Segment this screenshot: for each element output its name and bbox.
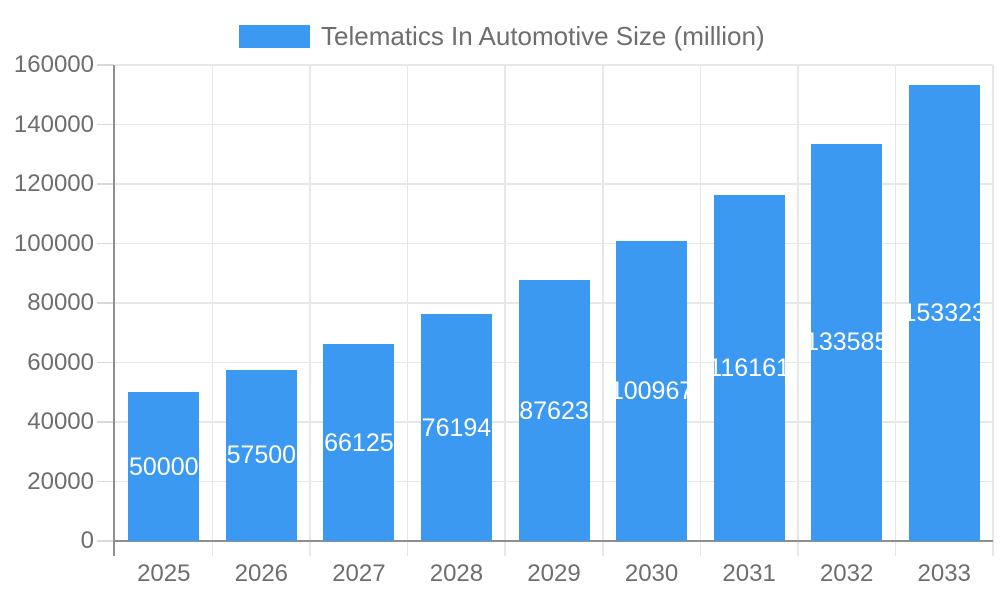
x-axis-label: 2033	[917, 560, 971, 587]
bar-value-label: 100967	[609, 376, 694, 405]
y-axis-label: 160000	[13, 51, 94, 78]
y-axis-tick	[97, 480, 114, 483]
legend[interactable]: Telematics In Automotive Size (million)	[239, 21, 765, 52]
bar[interactable]	[811, 143, 883, 541]
bar-value-label: 116161	[708, 354, 790, 383]
bar[interactable]	[908, 84, 980, 541]
y-axis-label: 60000	[27, 348, 94, 376]
bar[interactable]	[128, 392, 200, 541]
gridline-v	[894, 65, 897, 556]
x-axis-line	[113, 540, 993, 542]
y-axis-label: 0	[80, 527, 94, 554]
bar[interactable]	[225, 369, 297, 541]
bar[interactable]	[323, 344, 395, 541]
gridline-v	[406, 65, 409, 556]
x-axis-label: 2029	[527, 560, 581, 587]
gridline-h	[115, 242, 993, 245]
bar[interactable]	[616, 240, 688, 541]
bar-value-label: 66125	[324, 428, 394, 457]
x-axis-label: 2031	[722, 560, 776, 587]
y-axis-tick	[97, 123, 114, 126]
gridline-v	[797, 65, 799, 556]
y-axis-label: 20000	[27, 467, 94, 495]
bar-value-label: 153323	[902, 298, 986, 327]
y-axis-label: 100000	[13, 229, 94, 257]
y-axis-tick	[97, 183, 114, 185]
gridline-v	[504, 65, 506, 556]
bar-value-label: 76194	[421, 413, 492, 442]
bar-value-label: 50000	[129, 452, 199, 481]
y-axis-tick	[97, 361, 114, 364]
x-axis-label: 2026	[234, 560, 289, 587]
y-axis-label: 140000	[13, 110, 94, 138]
gridline-v	[992, 65, 994, 556]
gridline-v	[211, 65, 214, 556]
x-axis-label: 2030	[624, 560, 679, 587]
y-axis-tick	[97, 64, 114, 66]
bar[interactable]	[420, 314, 492, 541]
y-axis-tick	[97, 421, 114, 423]
gridline-v	[309, 65, 311, 556]
bar[interactable]	[713, 195, 785, 541]
x-axis-label: 2032	[819, 560, 874, 587]
gridline-h	[115, 64, 993, 66]
y-axis-label: 120000	[13, 170, 94, 197]
x-axis-label: 2025	[137, 560, 191, 587]
legend-swatch	[239, 25, 310, 48]
y-axis-tick	[97, 540, 114, 542]
y-axis-label: 40000	[27, 408, 94, 435]
gridline-h	[115, 183, 993, 185]
y-axis-tick	[97, 302, 114, 304]
gridline-v	[602, 65, 604, 556]
y-axis-label: 80000	[27, 289, 94, 316]
gridline-h	[115, 123, 993, 126]
bar[interactable]	[518, 280, 590, 541]
x-axis-label: 2028	[429, 560, 484, 587]
gridline-v	[699, 65, 702, 556]
bar-value-label: 133585	[804, 328, 889, 357]
legend-label: Telematics In Automotive Size (million)	[321, 21, 765, 51]
x-axis-label: 2027	[332, 560, 386, 587]
bar-value-label: 57500	[226, 441, 297, 470]
y-axis-tick	[97, 242, 114, 245]
bar-value-label: 87623	[519, 396, 589, 425]
y-axis-line	[113, 65, 115, 556]
